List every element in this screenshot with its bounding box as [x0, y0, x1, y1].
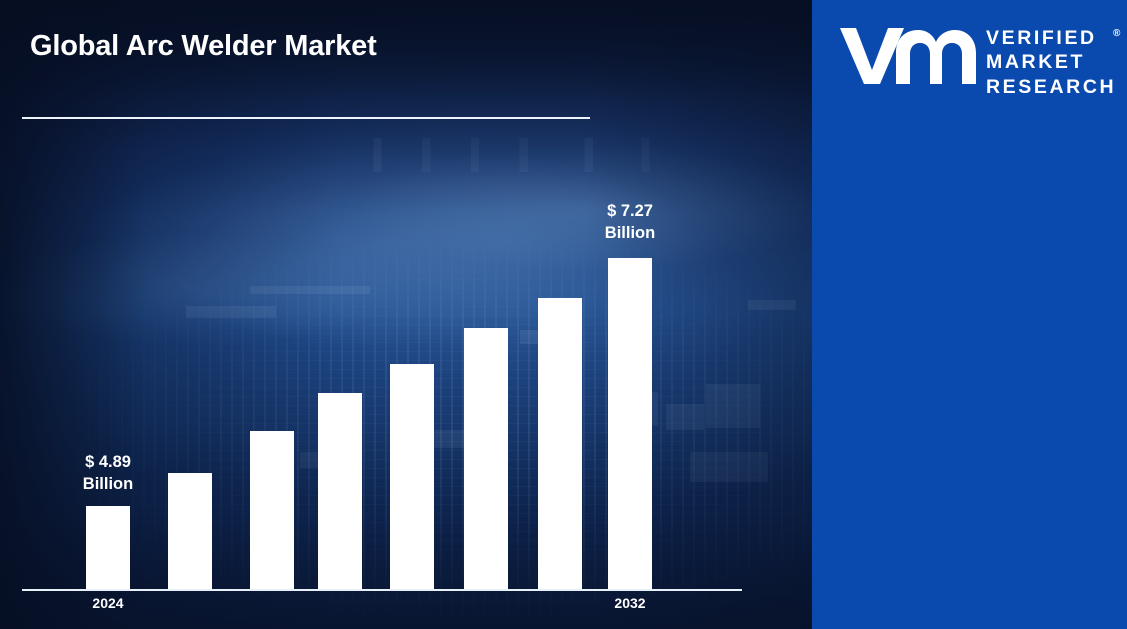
bar [318, 393, 362, 590]
bar-chart: 2024 2032 $ 4.89 Billion $ 7.27 Billion [22, 202, 742, 611]
verified-market-research-logo[interactable]: VERIFIED MARKET RESEARCH ® [836, 16, 1120, 98]
bar [538, 298, 582, 590]
logo-line-verified: VERIFIED [986, 27, 1097, 49]
brand-panel: VERIFIED MARKET RESEARCH ® 7.4 % CAGR fr… [812, 0, 1127, 629]
bar-value-label: $ 4.89 Billion [82, 453, 134, 494]
bar [168, 473, 212, 590]
x-tick-label: 2024 [92, 595, 124, 611]
bar-value-label: $ 7.27 Billion [604, 202, 656, 243]
bar [250, 431, 294, 590]
logo-wordmark: VERIFIED MARKET RESEARCH [986, 26, 1116, 99]
x-axis-line [22, 589, 742, 591]
title-underline [22, 117, 590, 119]
bar [86, 506, 130, 590]
bar [608, 258, 652, 590]
chart-panel: Global Arc Welder Market 2024 2032 $ 4.89… [0, 0, 812, 629]
vm-monogram-icon [840, 28, 976, 84]
page-title: Global Arc Welder Market [30, 30, 377, 62]
registered-trademark-icon: ® [1113, 28, 1121, 39]
logo-line-research: RESEARCH [986, 75, 1117, 98]
x-tick-label: 2032 [614, 595, 646, 611]
logo-line-market: MARKET [986, 51, 1086, 74]
bar [464, 328, 508, 590]
bar [390, 364, 434, 590]
